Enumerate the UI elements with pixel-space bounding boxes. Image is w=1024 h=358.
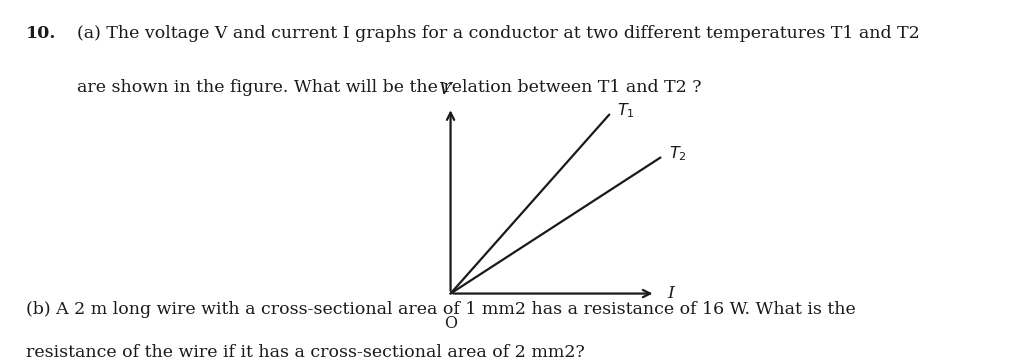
Text: O: O (444, 315, 457, 332)
Text: V: V (438, 82, 451, 98)
Text: (a) The voltage V and current I graphs for a conductor at two different temperat: (a) The voltage V and current I graphs f… (77, 25, 920, 42)
Text: resistance of the wire if it has a cross-sectional area of 2 mm2?: resistance of the wire if it has a cross… (26, 344, 585, 358)
Text: (b) A 2 m long wire with a cross-sectional area of 1 mm2 has a resistance of 16 : (b) A 2 m long wire with a cross-section… (26, 301, 855, 318)
Text: $T_2$: $T_2$ (669, 145, 686, 163)
Text: 10.: 10. (26, 25, 56, 42)
Text: I: I (668, 285, 675, 302)
Text: $T_1$: $T_1$ (617, 102, 635, 120)
Text: are shown in the figure. What will be the relation between T1 and T2 ?: are shown in the figure. What will be th… (77, 79, 701, 96)
